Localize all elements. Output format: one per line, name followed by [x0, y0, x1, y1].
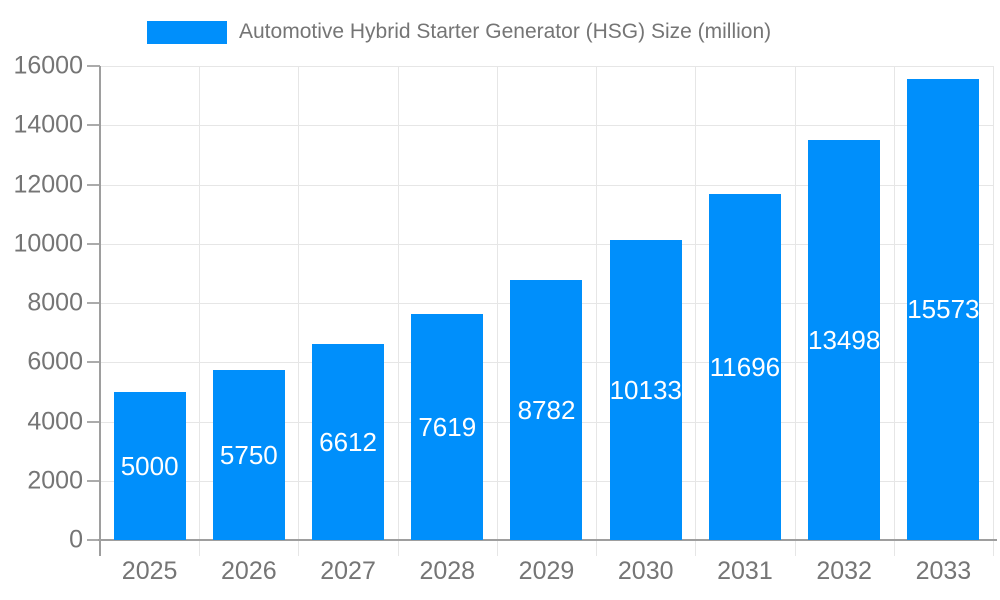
bar-value-label: 5000	[120, 450, 179, 481]
v-gridline	[496, 66, 498, 540]
y-tick-label: 4000	[27, 407, 83, 435]
x-axis-tick	[893, 540, 895, 556]
y-tick-label: 10000	[13, 229, 83, 258]
bar-value-label: 6612	[319, 427, 377, 458]
x-tick-label: 2025	[121, 557, 178, 585]
x-axis-tick	[397, 540, 399, 556]
v-gridline	[893, 66, 895, 540]
bar-column-2032: 13498	[795, 66, 894, 540]
bar-column-2029: 8782	[497, 66, 596, 540]
x-tick-label: 2031	[717, 557, 773, 585]
x-tick-label: 2027	[320, 557, 376, 585]
y-tick-label: 2000	[27, 466, 83, 495]
y-axis-tick	[87, 124, 100, 127]
v-gridline	[695, 66, 697, 540]
y-tick-label: 16000	[13, 51, 83, 80]
bar-value-label: 15573	[907, 294, 980, 325]
bar-column-2026: 5750	[199, 66, 298, 540]
y-axis-tick	[87, 361, 100, 364]
y-axis-tick	[87, 65, 100, 67]
x-axis-tick	[298, 540, 300, 556]
x-axis-line	[98, 539, 997, 541]
h-gridline	[100, 125, 993, 127]
legend-label: Automotive Hybrid Starter Generator (HSG…	[239, 20, 772, 43]
y-axis-tick	[87, 242, 100, 245]
x-tick-label: 2032	[816, 557, 872, 585]
bar-2028[interactable]: 7619	[411, 314, 484, 540]
bar-2029[interactable]: 8782	[510, 279, 583, 540]
y-axis-tick	[87, 420, 100, 423]
x-axis-tick	[199, 540, 201, 556]
bar-value-label: 11696	[709, 351, 781, 382]
bar-2027[interactable]: 6612	[312, 344, 385, 540]
y-tick-label: 6000	[27, 347, 83, 376]
x-axis-tick	[794, 540, 796, 556]
y-axis-tick	[87, 302, 100, 304]
x-tick-label: 2029	[518, 557, 575, 585]
bar-column-2028: 7619	[398, 66, 497, 540]
y-tick-label: 0	[69, 525, 83, 554]
x-tick-label: 2033	[915, 557, 972, 585]
legend: Automotive Hybrid Starter Generator (HSG…	[147, 20, 771, 44]
bar-value-label: 7619	[418, 412, 477, 443]
y-tick-label: 14000	[13, 110, 83, 139]
x-tick-label: 2030	[617, 557, 674, 585]
h-gridline	[100, 184, 993, 186]
bar-2025[interactable]: 5000	[113, 391, 186, 540]
x-axis-tick	[596, 540, 598, 556]
bar-column-2033: 15573	[894, 66, 993, 540]
bar-value-label: 5750	[219, 439, 278, 470]
bar-value-label: 8782	[517, 394, 576, 425]
x-axis-tick	[496, 540, 498, 556]
y-tick-label: 12000	[13, 170, 83, 198]
bar-value-label: 10133	[609, 374, 682, 405]
bar-column-2025: 5000	[100, 66, 199, 540]
bar-2026[interactable]: 5750	[212, 369, 285, 540]
y-axis-tick	[87, 479, 100, 482]
bar-column-2031: 11696	[695, 66, 794, 540]
v-gridline	[993, 66, 994, 540]
bar-2030[interactable]: 10133	[609, 239, 682, 540]
v-gridline	[397, 66, 399, 540]
v-gridline	[794, 66, 796, 540]
y-tick-label: 8000	[27, 288, 83, 317]
x-axis-tick	[695, 540, 697, 556]
bar-2033[interactable]: 15573	[907, 78, 980, 540]
h-gridline	[100, 66, 993, 67]
plot-area: 0 2000 4000 6000 8000 10000 12000 14000 16000 500…	[13, 52, 997, 585]
y-axis-tick	[87, 539, 100, 541]
x-axis-tick	[993, 540, 994, 556]
y-axis-tick	[87, 183, 100, 186]
h-gridline	[100, 243, 993, 245]
x-tick-label: 2026	[221, 557, 277, 585]
y-axis-line	[99, 66, 101, 556]
x-tick-label: 2028	[419, 557, 476, 585]
bar-value-label: 13498	[808, 325, 881, 356]
bar-2032[interactable]: 13498	[808, 140, 880, 540]
bar-column-2030: 10133	[596, 66, 695, 540]
v-gridline	[596, 66, 598, 540]
v-gridline	[298, 66, 300, 540]
legend-swatch[interactable]	[147, 20, 227, 44]
bar-column-2027: 6612	[298, 66, 397, 540]
v-gridline	[199, 66, 201, 540]
bar-2031[interactable]: 11696	[708, 193, 781, 540]
